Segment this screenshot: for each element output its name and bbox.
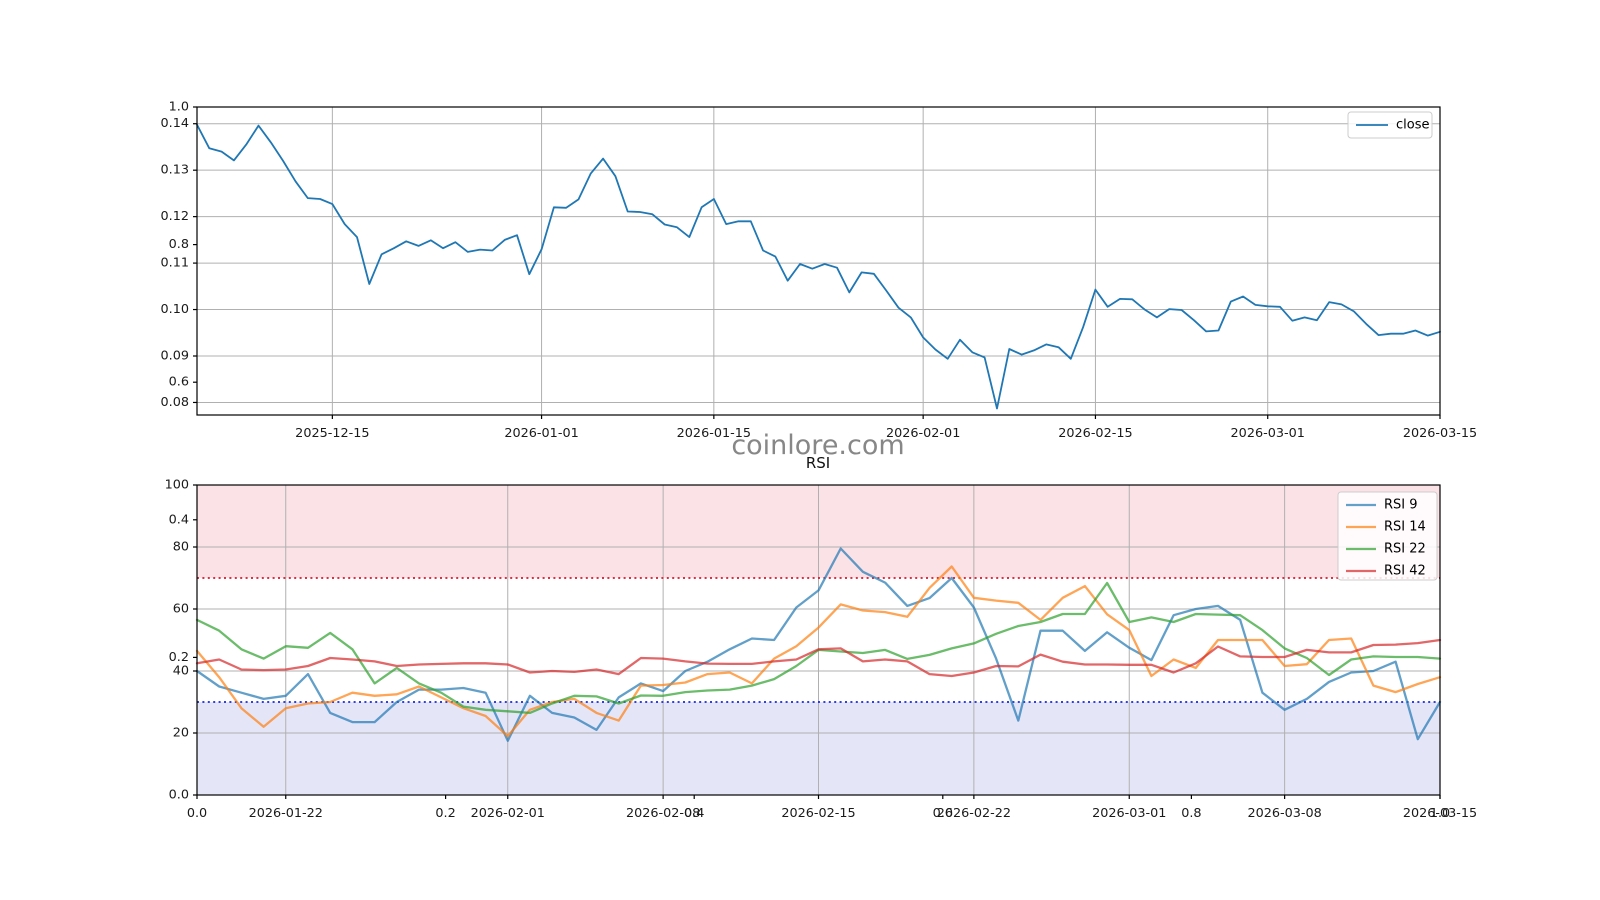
price-y-tick-label: 0.14 [161,116,190,131]
ghost-y-tick-label: 1.0 [169,100,189,115]
rsi-y-tick-label: 20 [173,726,189,741]
series-line-close [196,123,1441,410]
legend-label-rsi-9: RSI 9 [1384,498,1418,513]
price-plot-border [196,106,1441,416]
rsi-y-tick-label: 40 [173,664,189,679]
rsi-x-tick-label: 2026-02-15 [781,806,855,821]
watermark: coinlore.com [731,430,905,461]
rsi-chart-title: RSI [805,454,831,472]
ghost-y-tick-label: 0.0 [169,788,189,803]
legend-label-rsi-22: RSI 22 [1384,542,1426,557]
rsi-y-tick-label: 80 [173,540,189,555]
rsi-x-tick-label: 2026-03-08 [1247,806,1321,821]
ghost-x-tick-label: 0.2 [435,806,455,821]
rsi-x-tick-label: 2026-02-08 [626,806,700,821]
price-x-tick-label: 2026-01-01 [504,426,578,441]
rsi-x-tick-label: 2026-01-22 [249,806,323,821]
price-x-tick-label: 2026-02-01 [886,426,960,441]
price-y-tick-label: 0.11 [161,256,190,271]
legend-label-close: close [1396,118,1429,133]
ghost-x-tick-label: 0.8 [1181,806,1201,821]
ghost-y-tick-label: 0.4 [169,512,189,527]
ghost-x-tick-label: 0.6 [933,806,953,821]
ghost-x-tick-label: 0.4 [684,806,704,821]
ghost-x-tick-label: 0.0 [187,806,207,821]
ghost-x-tick-label: 1.0 [1430,806,1450,821]
price-x-tick-label: 2026-01-15 [677,426,751,441]
price-y-tick-label: 0.08 [161,395,190,410]
series-line-rsi-14 [195,565,1442,738]
series-line-rsi-42 [195,638,1442,678]
rsi-legend-box [1337,491,1438,581]
price-x-tick-label: 2025-12-15 [295,426,369,441]
rsi-x-tick-label: 2026-02-22 [937,806,1011,821]
price-x-tick-label: 2026-03-15 [1403,426,1477,441]
rsi-y-tick-label: 60 [173,602,189,617]
price-y-tick-label: 0.09 [161,349,190,364]
price-y-tick-label: 0.10 [161,302,190,317]
rsi-x-tick-label: 2026-03-15 [1403,806,1477,821]
price-legend-box [1347,111,1433,139]
legend-label-rsi-42: RSI 42 [1384,564,1426,579]
price-x-tick-label: 2026-03-01 [1231,426,1305,441]
ghost-y-tick-label: 0.8 [169,237,189,252]
legend-label-rsi-14: RSI 14 [1384,520,1426,535]
rsi-x-tick-label: 2026-03-01 [1092,806,1166,821]
price-x-tick-label: 2026-02-15 [1058,426,1132,441]
ghost-y-tick-label: 0.2 [169,650,189,665]
price-y-tick-label: 0.12 [161,209,190,224]
rsi-x-tick-label: 2026-02-01 [471,806,545,821]
ghost-y-tick-label: 0.6 [169,375,189,390]
price-y-tick-label: 0.13 [161,163,190,178]
rsi-y-tick-label: 100 [165,478,189,493]
